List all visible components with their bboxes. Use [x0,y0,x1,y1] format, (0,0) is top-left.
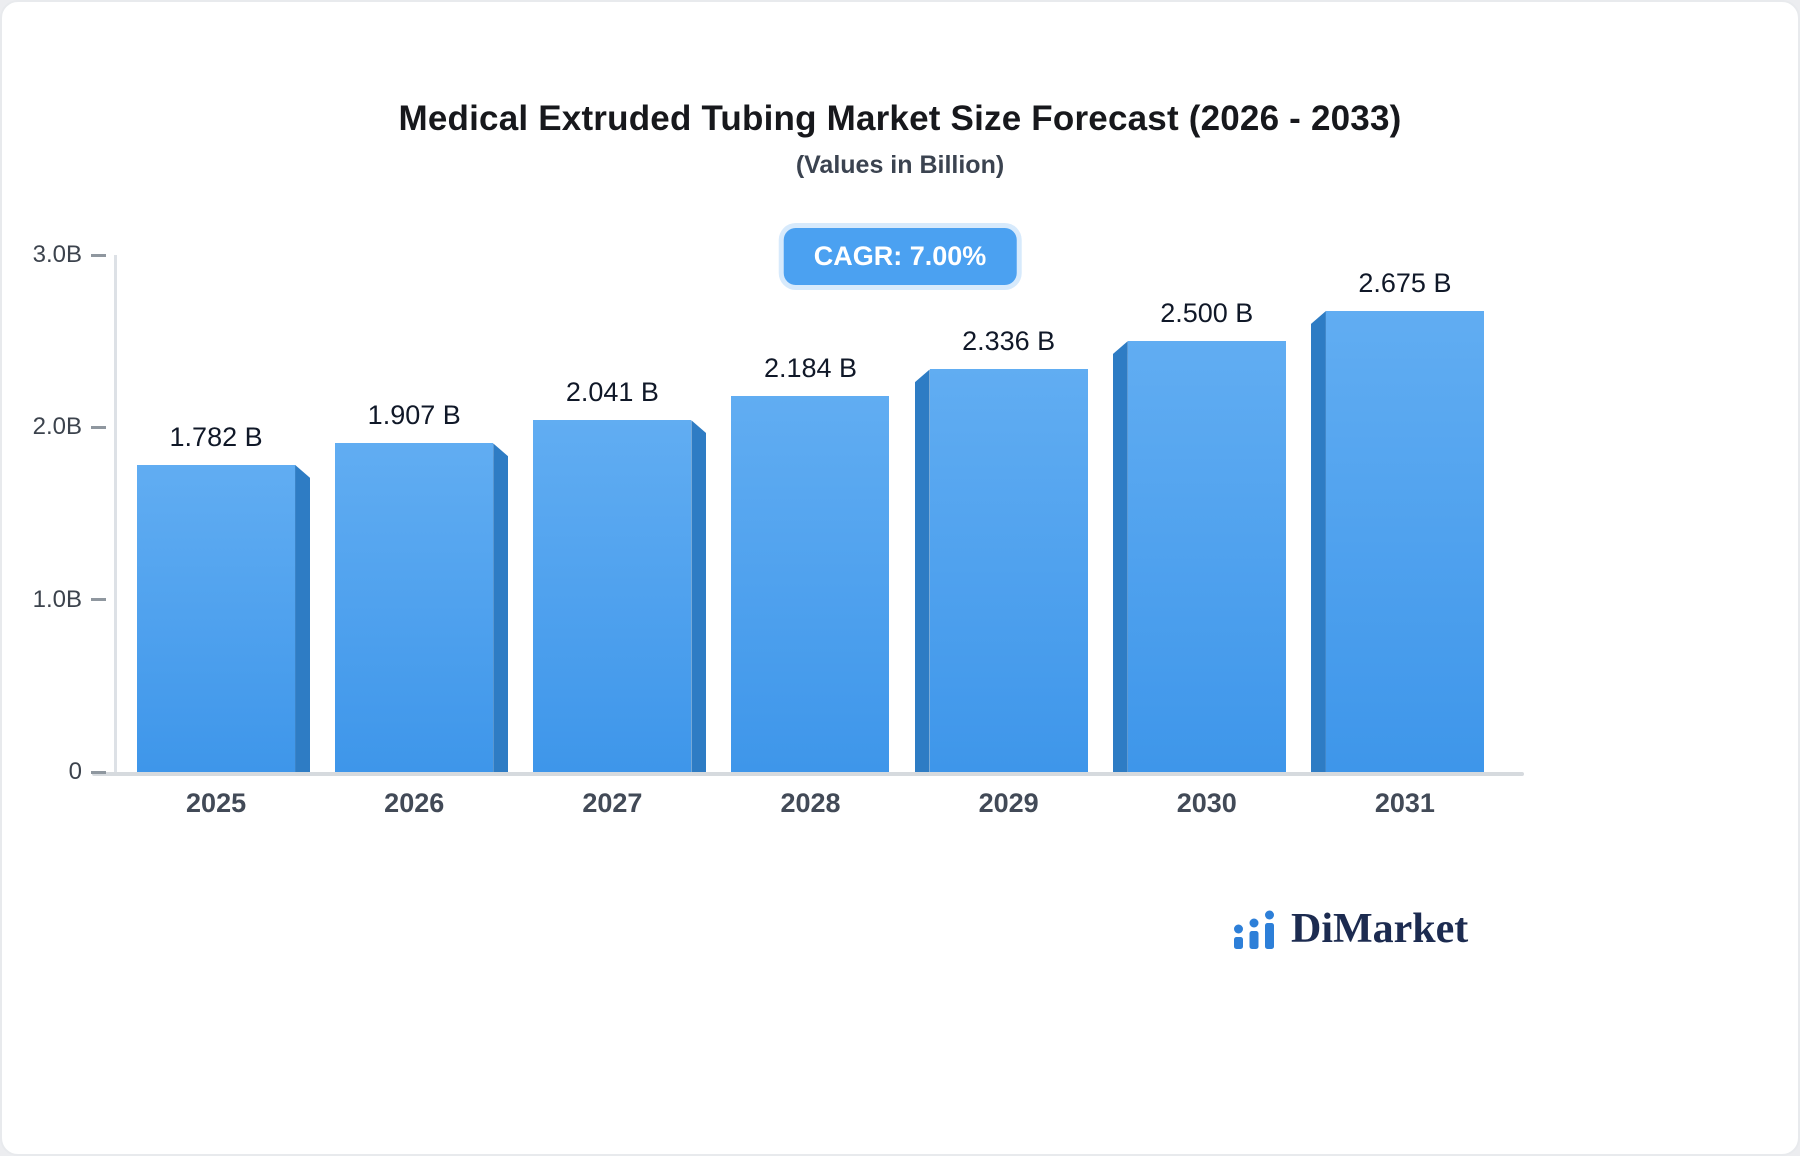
y-tick-label: 1.0B [32,585,82,613]
bar-slot: 2.500 B [1108,255,1306,772]
y-tick-label: 3.0B [32,241,82,268]
bar-2028 [731,395,890,772]
bar-slot: 2.336 B [910,255,1108,772]
x-axis-line [92,772,1524,776]
x-axis-label: 2029 [978,788,1039,818]
bar-slot: 1.907 B [315,255,513,772]
bar-value-label: 1.907 B [367,400,461,431]
brand-name: DiMarket [1291,906,1469,952]
y-axis-tick: 1.0B [11,586,106,614]
bar-2027 [533,420,692,772]
bar-2025 [137,464,296,772]
x-axis-label: 2028 [780,788,841,818]
x-axis-label: 2025 [186,788,247,818]
x-axis-label: 2031 [1374,788,1435,818]
cagr-badge: CAGR: 7.00% [783,228,1017,285]
bar-2029 [929,369,1088,772]
bar-2030 [1127,341,1286,772]
bar-value-label: 2.500 B [1160,298,1254,329]
y-tick-mark [91,770,106,774]
y-tick-mark [91,425,106,429]
plot-area: 1.782 B 1.907 B 2.041 B 2.184 B 2.336 B 2.500… [33,241,1524,785]
brand-logo: DiMarket [1230,905,1468,953]
bar-value-label: 1.782 B [169,421,263,452]
bar-value-label: 2.041 B [565,377,659,408]
bar-slot: 2.184 B [711,255,909,772]
y-tick-mark [91,598,106,602]
bar-slot: 1.782 B [117,255,315,772]
x-axis-label: 2030 [1176,788,1237,818]
y-axis-tick: 3.0B [11,241,106,269]
x-axis-label: 2027 [582,788,643,818]
y-axis-tick: 2.0B [11,413,106,441]
x-axis-label: 2026 [384,788,445,818]
bar-value-label: 2.184 B [763,352,858,383]
chart-title: Medical Extruded Tubing Market Size Fore… [398,99,1402,138]
bar-value-label: 2.336 B [962,326,1056,357]
bar-slot: 2.675 B [1306,255,1504,772]
y-tick-label: 2.0B [32,413,82,441]
bar-chart-logo-icon [1234,910,1274,949]
y-tick-mark [91,253,106,257]
bar-value-label: 2.675 B [1358,268,1452,299]
y-tick-label: 0 [68,758,82,785]
y-axis-tick: 0 [11,758,106,786]
bars-container: 1.782 B 1.907 B 2.041 B 2.184 B 2.336 B 2.500… [117,255,1504,772]
bar-2031 [1325,311,1484,772]
bar-slot: 2.041 B [513,255,711,772]
chart-subtitle: (Values in Billion) [795,151,1005,179]
bar-2026 [335,443,494,772]
x-axis-labels: 2025 2026 2027 2028 2029 2030 2031 [117,788,1504,819]
y-axis-line [114,255,117,772]
